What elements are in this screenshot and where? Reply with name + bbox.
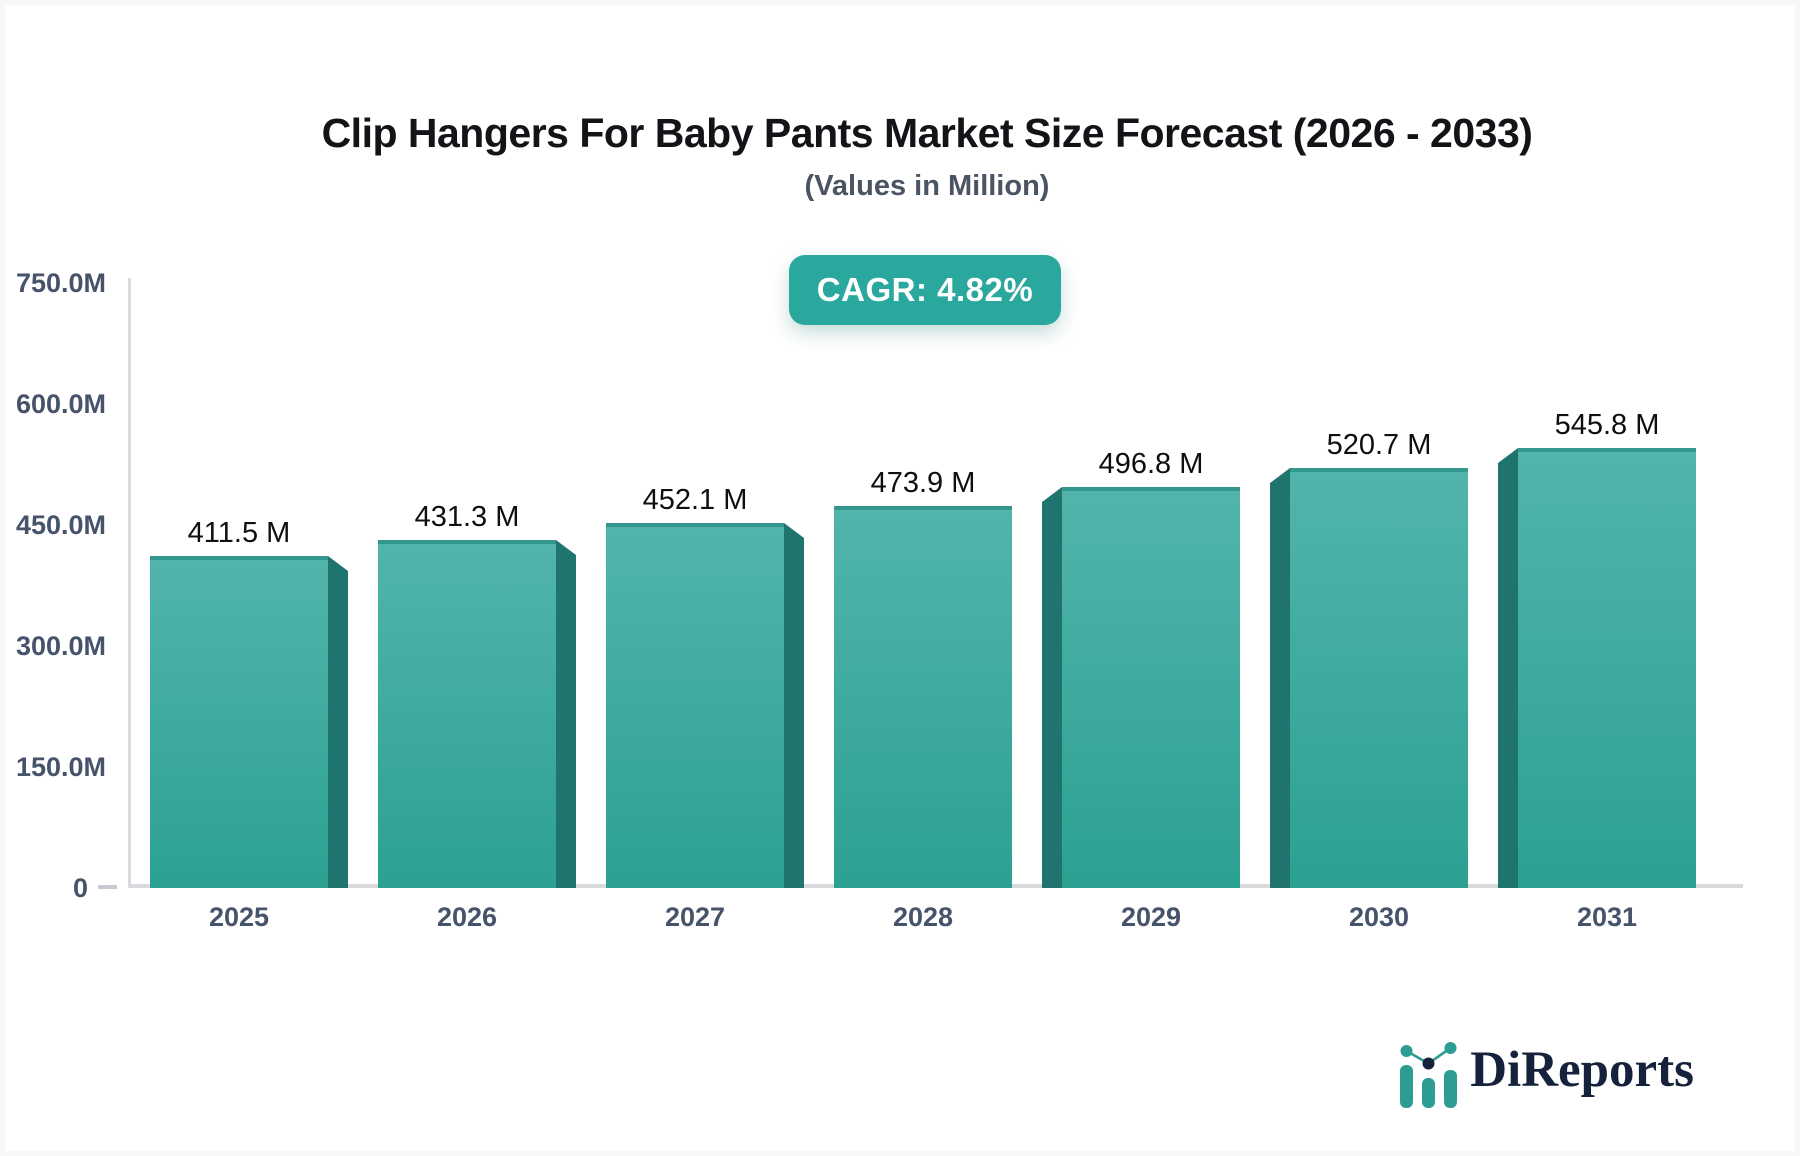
bar-value-label: 431.3 M [414,501,520,533]
y-axis-tick-label: 600.0M [15,389,106,419]
bar-chart-trend-icon [1400,1042,1458,1108]
y-axis-tick-label: 750.0M [15,268,106,298]
x-axis-label: 2028 [892,902,954,932]
x-axis-label: 2026 [436,902,498,932]
bar-2030 [1290,468,1468,888]
bar-side [1498,448,1518,888]
bar-2025 [150,556,328,888]
bar-side [328,556,348,888]
cagr-badge: CAGR: 4.82% [789,255,1061,325]
bar-value-label: 496.8 M [1098,448,1204,480]
bar-2027 [606,523,784,888]
bar-side [784,523,804,888]
bar-value-label: 520.7 M [1326,429,1432,461]
bar-side [1042,487,1062,888]
chart-subtitle: (Values in Million) [804,170,1050,202]
x-axis-label: 2030 [1348,902,1410,932]
bar-side [556,540,576,888]
y-axis-tick-label: 0 [72,873,88,903]
cagr-badge-label: CAGR: 4.82% [816,271,1034,308]
bar-2029 [1062,487,1240,888]
bar-value-label: 473.9 M [870,467,976,499]
x-axis-label: 2025 [208,902,270,932]
direports-logo: DiReports [1396,1036,1694,1110]
bar-2031 [1518,448,1696,888]
bar-value-label: 545.8 M [1554,409,1660,441]
bar-value-label: 452.1 M [642,484,748,516]
zero-tick-mark [98,885,117,889]
bar-side [1270,468,1290,888]
direports-logo-text: DiReports [1470,1042,1694,1098]
x-axis-label: 2031 [1576,902,1638,932]
chart-title: Clip Hangers For Baby Pants Market Size … [321,110,1533,156]
bar-2028 [834,506,1012,888]
bar-value-label: 411.5 M [187,517,291,549]
y-axis-tick-label: 300.0M [15,631,106,661]
bar-2026 [378,540,556,888]
x-axis-label: 2029 [1120,902,1182,932]
y-axis-line [128,278,131,888]
y-axis-tick-label: 150.0M [15,752,106,782]
x-axis-label: 2027 [664,902,726,932]
y-axis-tick-label: 450.0M [15,510,106,540]
